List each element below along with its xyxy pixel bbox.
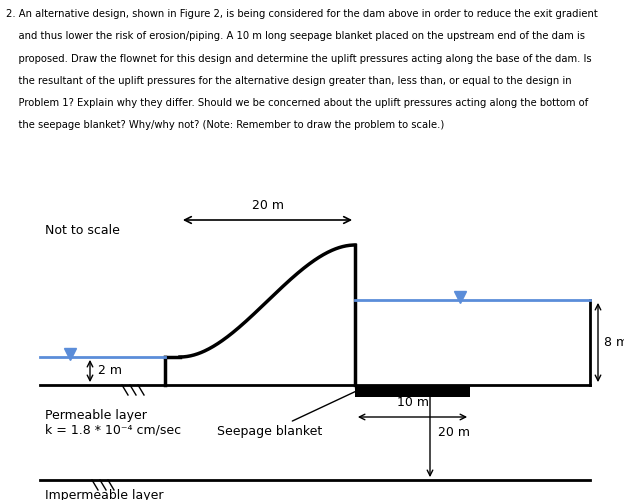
Text: and thus lower the risk of erosion/piping. A 10 m long seepage blanket placed on: and thus lower the risk of erosion/pipin… — [6, 32, 585, 42]
Text: Seepage blanket: Seepage blanket — [217, 388, 361, 438]
Text: Problem 1? Explain why they differ. Should we be concerned about the uplift pres: Problem 1? Explain why they differ. Shou… — [6, 98, 588, 108]
Text: 20 m: 20 m — [251, 199, 283, 212]
Text: 10 m: 10 m — [396, 396, 429, 409]
Text: Permeable layer: Permeable layer — [45, 408, 147, 422]
Text: Impermeable layer: Impermeable layer — [45, 488, 163, 500]
Text: Not to scale: Not to scale — [45, 224, 120, 236]
Text: 2. An alternative design, shown in Figure 2, is being considered for the dam abo: 2. An alternative design, shown in Figur… — [6, 9, 598, 19]
Text: proposed. Draw the flownet for this design and determine the uplift pressures ac: proposed. Draw the flownet for this desi… — [6, 54, 592, 64]
Bar — [355, 385, 470, 397]
Text: the seepage blanket? Why/why not? (Note: Remember to draw the problem to scale.): the seepage blanket? Why/why not? (Note:… — [6, 120, 444, 130]
Text: 8 m: 8 m — [604, 336, 624, 349]
Text: the resultant of the uplift pressures for the alternative design greater than, l: the resultant of the uplift pressures fo… — [6, 76, 572, 86]
Text: 20 m: 20 m — [438, 426, 470, 439]
Text: 2 m: 2 m — [98, 364, 122, 378]
Text: k = 1.8 * 10⁻⁴ cm/sec: k = 1.8 * 10⁻⁴ cm/sec — [45, 424, 181, 436]
